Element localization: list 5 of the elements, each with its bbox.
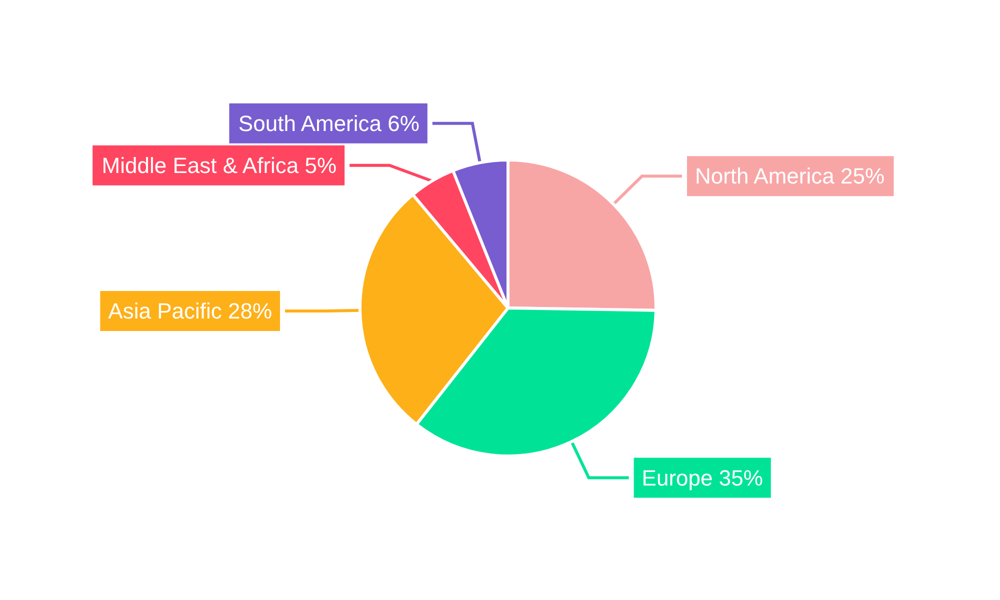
slice-label: Middle East & Africa 5%	[102, 152, 337, 178]
slice-label: North America 25%	[694, 164, 885, 189]
slice-label: Asia Pacific 28%	[108, 298, 272, 324]
slice-label: South America 6%	[238, 110, 420, 136]
slice-label: Europe 35%	[642, 465, 763, 490]
